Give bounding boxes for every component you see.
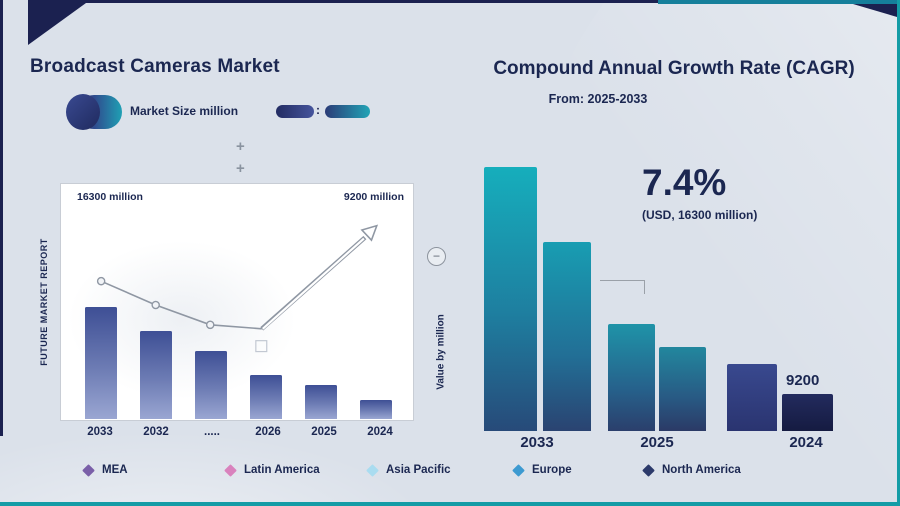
max-value-label: 16300 million [77,191,143,203]
left-x-axis-labels: 2033 2032 ..... 2026 2025 2024 [75,426,405,438]
x-label-2025: 2025 [640,434,674,451]
min-value-label: 9200 million [343,191,404,203]
cagr-bar-2024-b [782,394,833,431]
diamond-icon [224,463,237,477]
market-size-legend-label: Market Size million [130,104,239,118]
cagr-bar-2033-a [484,167,537,431]
x-label-2024: 2024 [367,426,393,438]
bar-2032 [140,331,172,419]
pill-navy-decoration [276,105,314,118]
legend-item-latin-america: Latin America [224,463,320,477]
legend-label: MEA [102,464,128,476]
pill-teal-decoration [325,105,370,118]
trend-line-arrow [96,224,379,353]
cagr-bar-2025-a [608,324,655,431]
legend-item-asia-pacific: Asia Pacific [366,463,451,477]
pill-separator: : [316,103,320,117]
value-annotation-9200: 9200 [786,372,820,389]
cagr-detail: (USD, 16300 million) [642,208,758,222]
diamond-icon [642,463,655,477]
cylinder-icon [66,94,122,130]
right-y-axis-label: Value by million [435,314,447,390]
left-chart-title: Broadcast Cameras Market [30,56,280,77]
bar-2026 [250,375,282,419]
left-border [0,0,3,436]
legend-item-north-america: North America [642,463,741,477]
x-label-2033: 2033 [520,434,554,451]
legend-label: Europe [532,464,572,476]
x-label-mid: ..... [204,426,220,438]
right-chart-subtitle: From: 2025-2033 [548,92,648,106]
legend-label: North America [662,464,741,476]
legend-label: Asia Pacific [386,464,451,476]
corner-triangle-decoration [28,3,86,45]
right-border [897,0,900,506]
cagr-bar-2024-a [727,364,777,431]
legend-item-europe: Europe [512,463,572,477]
x-label-2024: 2024 [789,434,823,451]
x-label-2026: 2026 [255,426,281,438]
legend-label: Latin America [244,464,320,476]
plus-icon: + [236,138,245,155]
cagr-bar-2033-b [543,242,591,431]
left-y-axis-label: FUTURE MARKET REPORT [39,238,49,366]
bracket-decoration [600,280,645,294]
market-size-chart: 16300 million 9200 million [60,183,414,421]
cagr-value: 7.4% [642,162,727,203]
bar-2025 [305,385,337,419]
top-border-right [658,0,900,4]
x-label-2033: 2033 [87,426,113,438]
bar-mid [195,351,227,419]
right-chart-title: Compound Annual Growth Rate (CAGR) [493,58,855,79]
legend-item-mea: MEA [82,463,128,477]
minus-circle-icon: − [427,247,446,266]
x-label-2032: 2032 [143,426,169,438]
plus-icon: + [236,160,245,177]
bar-2033 [85,307,117,419]
x-label-2025: 2025 [311,426,337,438]
diamond-icon [512,463,525,477]
cagr-bar-2025-b [659,347,706,431]
cylinder-cap [66,94,100,130]
top-border [28,0,658,3]
diamond-icon [366,463,379,477]
diamond-icon [82,463,95,477]
bar-2024 [360,400,392,419]
bottom-border [0,502,900,506]
